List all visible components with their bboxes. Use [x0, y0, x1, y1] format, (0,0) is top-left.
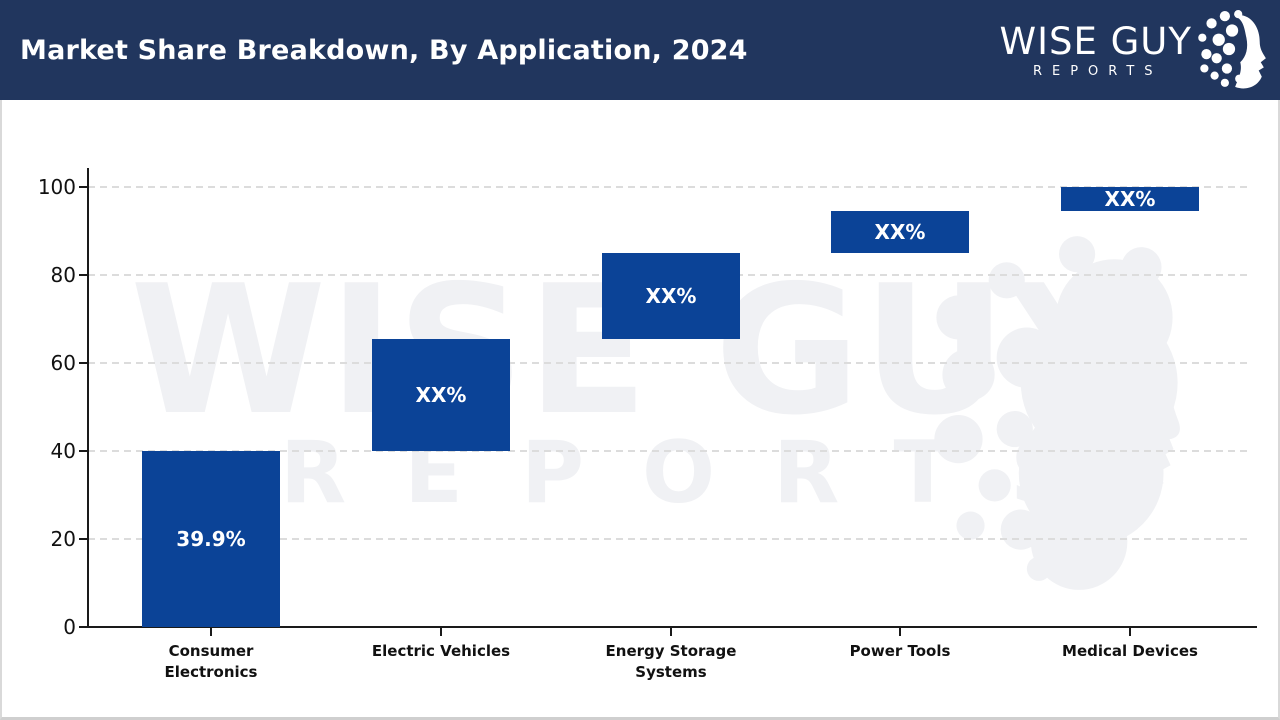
bar-value-label: XX% — [874, 220, 926, 245]
x-tick-1 — [440, 628, 442, 636]
gridline-40 — [88, 450, 1250, 452]
y-tick-0 — [79, 626, 87, 628]
bar-consumer-electronics: 39.9% — [142, 451, 280, 627]
logo-subtitle: REPORTS — [1032, 63, 1163, 79]
y-tick-40 — [79, 450, 87, 452]
y-tick-label-100: 100 — [37, 175, 76, 199]
gridline-60 — [88, 362, 1250, 364]
category-label: Medical Devices — [1062, 642, 1198, 660]
bar-value-label: XX% — [645, 283, 697, 308]
y-tick-label-80: 80 — [50, 263, 76, 287]
category-label: Power Tools — [849, 642, 951, 660]
x-tick-3 — [899, 628, 901, 636]
category-label: Energy Storage Systems — [605, 642, 737, 681]
gridline-20 — [88, 538, 1250, 540]
bar-medical-devices: XX% — [1061, 187, 1199, 212]
bar-power-tools: XX% — [831, 211, 969, 253]
x-tick-4 — [1129, 628, 1131, 636]
bar-value-label: XX% — [415, 383, 467, 408]
gridline-100 — [88, 186, 1250, 188]
y-tick-label-0: 0 — [63, 615, 76, 639]
bar-electric-vehicles: XX% — [372, 338, 510, 452]
bar-value-label: XX% — [1104, 187, 1156, 212]
y-tick-label-60: 60 — [50, 351, 76, 375]
y-tick-100 — [79, 186, 87, 188]
x-tick-2 — [670, 628, 672, 636]
bar-energy-storage-systems: XX% — [602, 253, 740, 339]
wise-guy-reports-logo: WISE GUY REPORTS — [1000, 9, 1266, 91]
page-title: Market Share Breakdown, By Application, … — [20, 34, 748, 66]
y-tick-80 — [79, 274, 87, 276]
logo-text: WISE GUY REPORTS — [1000, 23, 1192, 78]
logo-wordmark: WISE GUY — [999, 19, 1192, 63]
y-tick-label-20: 20 — [50, 527, 76, 551]
x-axis-line — [87, 626, 1257, 628]
x-tick-0 — [210, 628, 212, 636]
bar-value-label: 39.9% — [176, 527, 246, 552]
logo-face-icon — [1198, 10, 1266, 89]
category-label: Electric Vehicles — [371, 642, 511, 660]
header-bar: Market Share Breakdown, By Application, … — [0, 0, 1280, 100]
category-label: Consumer Electronics — [164, 642, 258, 681]
y-tick-20 — [79, 538, 87, 540]
y-tick-60 — [79, 362, 87, 364]
y-axis-line — [87, 168, 89, 628]
watermark-face-graphic — [934, 236, 1180, 590]
y-tick-label-40: 40 — [50, 439, 76, 463]
